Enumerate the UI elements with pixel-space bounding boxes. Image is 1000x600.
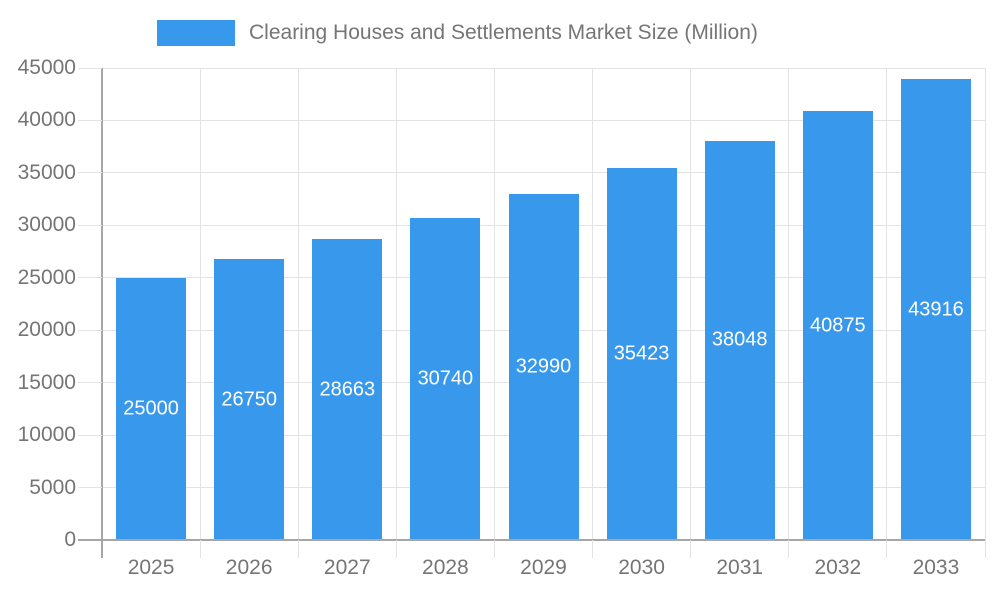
x-axis-tick-label: 2032 (814, 556, 862, 579)
bar-2033[interactable] (900, 79, 971, 540)
bar-value-label: 38048 (711, 328, 768, 351)
x-tick-mark (493, 540, 495, 558)
h-gridline (102, 67, 985, 69)
bar-value-label: 26750 (221, 388, 277, 411)
x-axis-tick-label: 2027 (323, 556, 371, 579)
x-axis-tick-label: 2025 (127, 556, 175, 579)
x-tick-mark (395, 540, 397, 558)
y-axis-line (101, 68, 103, 558)
legend-swatch (157, 20, 235, 46)
y-axis-tick-label: 35000 (17, 160, 76, 184)
x-tick-mark (297, 540, 299, 558)
bar-2031[interactable] (704, 140, 775, 540)
bar-value-label: 43916 (908, 298, 964, 321)
y-axis-tick-label: 30000 (17, 213, 76, 237)
y-tick-mark (78, 382, 102, 384)
y-tick-mark (78, 224, 102, 226)
x-tick-mark (592, 540, 594, 558)
bar-value-label: 30740 (417, 367, 474, 390)
bar-value-label: 40875 (810, 314, 866, 337)
x-axis-tick-label: 2031 (716, 556, 764, 579)
v-gridline (493, 68, 495, 540)
plot-area (102, 67, 986, 540)
x-tick-mark (199, 540, 201, 558)
y-axis-tick-label: 20000 (17, 318, 76, 342)
x-tick-mark (690, 540, 692, 558)
v-gridline (199, 68, 201, 540)
y-axis-tick-label: 15000 (17, 370, 76, 394)
y-tick-mark (78, 67, 102, 69)
y-tick-mark (78, 434, 102, 436)
y-axis-tick-label: 0 (64, 528, 76, 551)
x-axis-line (78, 539, 985, 541)
x-tick-mark (984, 540, 986, 558)
bar-value-label: 35423 (613, 342, 670, 365)
bar-2032[interactable] (802, 111, 873, 540)
bar-value-label: 28663 (319, 378, 376, 401)
v-gridline (690, 68, 692, 540)
v-gridline (788, 68, 790, 540)
y-tick-mark (78, 329, 102, 331)
x-axis-tick-label: 2026 (225, 556, 273, 579)
v-gridline (984, 68, 986, 540)
y-tick-mark (78, 277, 102, 279)
v-gridline (395, 68, 397, 540)
v-gridline (592, 68, 594, 540)
bar-value-label: 32990 (515, 355, 572, 378)
y-axis-tick-label: 45000 (17, 56, 76, 79)
bar-value-label: 25000 (123, 397, 179, 420)
bar-2028[interactable] (410, 217, 481, 540)
y-axis-tick-label: 40000 (17, 108, 76, 132)
x-axis-tick-label: 2029 (520, 556, 567, 579)
bar-2026[interactable] (214, 259, 285, 540)
legend-label: Clearing Houses and Settlements Market S… (249, 21, 758, 44)
bar-2029[interactable] (508, 193, 579, 540)
v-gridline (297, 68, 299, 540)
x-axis-tick-label: 2030 (618, 556, 665, 579)
y-tick-mark (78, 119, 102, 121)
bar-2025[interactable] (116, 277, 187, 540)
v-gridline (886, 68, 888, 540)
h-gridline (102, 119, 985, 121)
y-tick-mark (78, 487, 102, 489)
y-axis-tick-label: 10000 (17, 423, 76, 447)
y-axis-tick-label: 5000 (29, 475, 76, 499)
x-tick-mark (886, 540, 888, 558)
bar-2030[interactable] (606, 168, 677, 540)
y-axis-tick-label: 25000 (17, 265, 76, 289)
y-tick-mark (78, 172, 102, 174)
x-tick-mark (788, 540, 790, 558)
h-gridline (102, 172, 985, 174)
x-axis-tick-label: 2033 (912, 556, 960, 579)
x-axis-tick-label: 2028 (422, 556, 469, 579)
legend[interactable]: Clearing Houses and Settlements Market S… (157, 20, 758, 46)
bar-2027[interactable] (312, 239, 383, 540)
